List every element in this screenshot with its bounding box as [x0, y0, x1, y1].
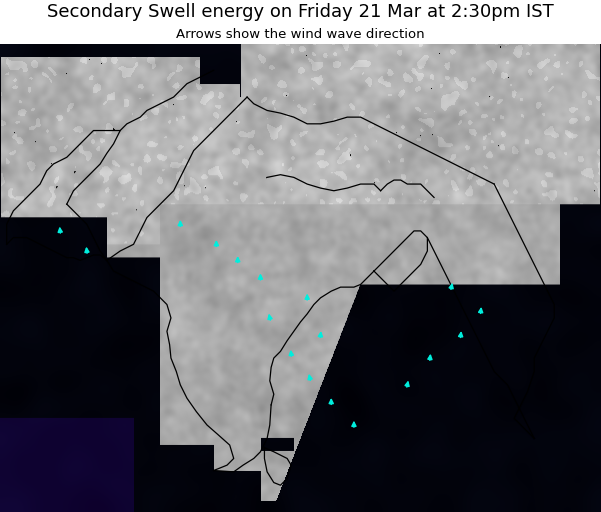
Text: Arrows show the wind wave direction: Arrows show the wind wave direction: [176, 28, 425, 41]
Text: Secondary Swell energy on Friday 21 Mar at 2:30pm IST: Secondary Swell energy on Friday 21 Mar …: [47, 3, 554, 21]
